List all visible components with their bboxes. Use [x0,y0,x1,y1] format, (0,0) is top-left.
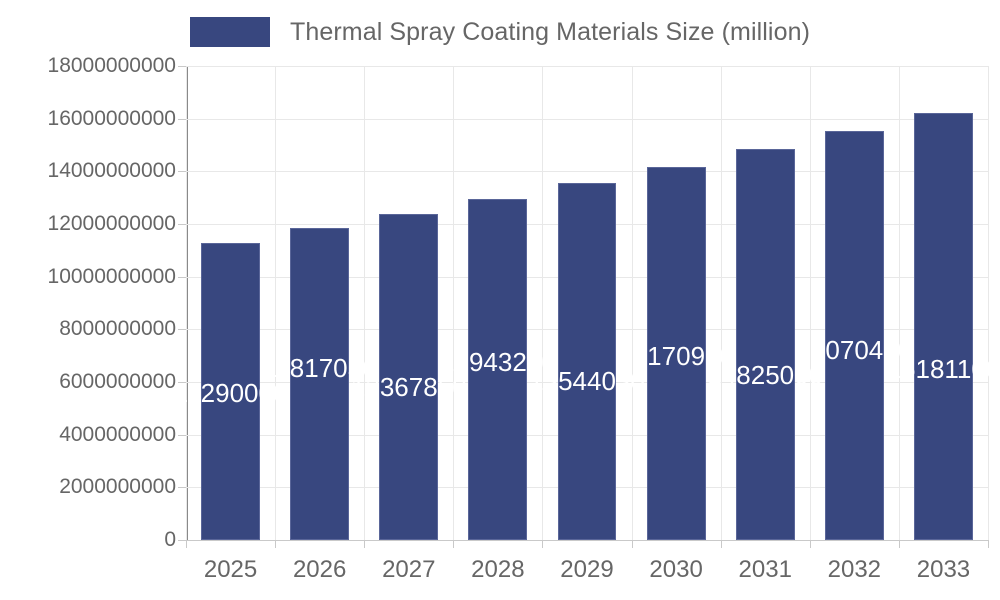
y-tick-mark [178,540,186,541]
x-tick-label: 2026 [292,556,347,583]
x-axis-line [186,540,988,541]
bar[interactable] [646,166,706,540]
legend-series-label: Thermal Spray Coating Materials Size (mi… [289,17,811,46]
y-tick-label: 16000000000 [47,106,176,130]
y-tick-mark [178,434,186,436]
y-tick-mark [178,66,186,67]
bar[interactable] [290,228,350,540]
x-tick-mark [721,540,722,548]
y-tick-label: 14000000000 [47,159,176,183]
y-tick-label: 4000000000 [59,422,176,446]
gridline-vertical [186,66,187,540]
plot-area: 11290000 11817036 12367850 12943240 13544030… [174,66,1000,540]
y-tick-label: 2000000000 [59,475,176,499]
y-tick-label: 8000000000 [59,317,176,341]
x-tick-mark [988,540,989,548]
x-tick-mark [364,540,365,548]
bar[interactable] [914,112,973,540]
y-tick-mark [178,118,186,120]
x-tick-mark [899,540,900,548]
x-tick-mark [632,540,633,548]
gridline-vertical [542,66,543,540]
x-tick-label: 2032 [827,556,882,583]
x-tick-label: 2031 [738,556,792,583]
gridline-vertical [275,66,276,540]
x-tick-label: 2029 [560,556,614,583]
x-tick-label: 2033 [916,556,971,583]
gridline-vertical [988,66,989,540]
x-tick-mark [810,540,811,548]
bar[interactable] [379,213,439,540]
x-tick-label: 2028 [471,556,525,583]
y-tick-label: 10000000000 [47,264,176,288]
gridline-vertical [632,66,633,540]
y-tick-label: 18000000000 [47,54,176,77]
bar[interactable] [735,149,795,540]
x-tick-mark [542,540,543,548]
y-tick-mark [178,171,186,173]
gridline-vertical [364,66,365,540]
y-tick-label: 0 [164,528,176,551]
gridline-horizontal [186,171,988,173]
gridline-vertical [453,66,454,540]
gridline-vertical [899,66,900,540]
chart-legend: Thermal Spray Coating Materials Size (mi… [0,10,1000,54]
gridline-horizontal [186,66,988,67]
x-tick-mark [453,540,454,548]
bar[interactable] [557,182,617,540]
y-tick-label: 12000000000 [47,212,176,235]
gridline-horizontal [186,118,988,120]
bar[interactable] [468,198,528,540]
y-tick-label: 6000000000 [59,370,176,393]
y-tick-mark [178,487,186,489]
bar[interactable] [824,131,884,540]
gridline-vertical [810,66,811,540]
x-tick-label: 2025 [203,556,258,583]
x-tick-mark [186,540,187,548]
x-tick-label: 2030 [649,556,703,583]
y-tick-mark [178,224,186,225]
gridline-vertical [721,66,722,540]
y-tick-mark [178,276,186,278]
y-axis-line [186,66,188,540]
bar[interactable] [201,242,260,540]
x-tick-mark [275,540,276,548]
y-tick-mark [178,382,186,383]
legend-color-swatch [189,17,270,47]
y-tick-mark [178,329,186,331]
x-tick-label: 2027 [382,556,436,583]
